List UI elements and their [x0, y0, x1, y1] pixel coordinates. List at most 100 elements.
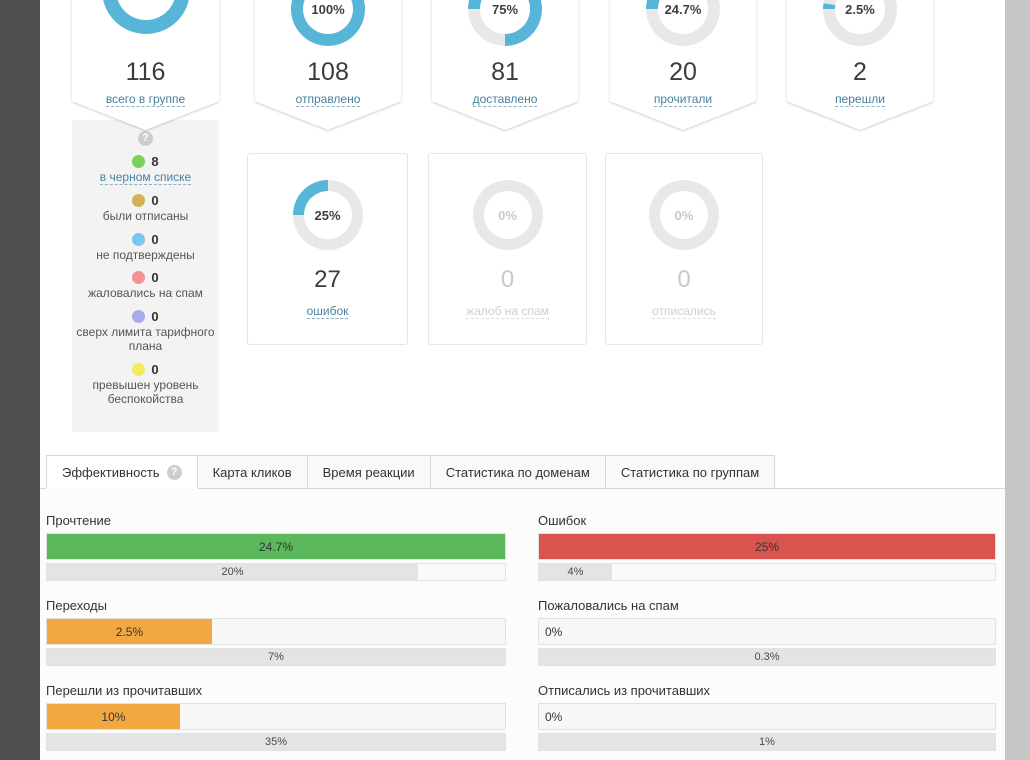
donut-chart-clicked: 2.5%: [823, 0, 897, 46]
stat-link-sent[interactable]: отправлено: [295, 92, 361, 107]
donut-chart-sent: 100%: [291, 0, 365, 46]
stat-card-read: 24.7% 20 прочитали: [610, 0, 756, 130]
metric-avg-bar: 20%: [46, 563, 506, 581]
legend-label: превышен уровень беспокойства: [92, 377, 199, 406]
tab-label: Статистика по группам: [620, 464, 760, 480]
legend-item: 8 в черном списке: [72, 154, 219, 185]
metric-main-value: 10%: [101, 709, 126, 724]
donut-chart-total: [101, 0, 190, 34]
stat-value: 81: [491, 58, 519, 86]
legend-label: жаловались на спам: [88, 286, 203, 301]
metric-label: Отписались из прочитавших: [538, 683, 711, 698]
metric-main-bar: 0%: [538, 618, 996, 645]
donut-percent: 75%: [491, 1, 519, 17]
donut-chart-unsubscribed: 0%: [649, 180, 719, 250]
card-spam-complaints: 0% 0 жалоб на спам: [428, 153, 587, 345]
tab-click-map[interactable]: Карта кликов: [196, 455, 308, 489]
metric-avg-fill: 1%: [539, 734, 995, 750]
stat-value: 116: [125, 58, 166, 86]
card-unsubscribed: 0% 0 отписались: [605, 153, 763, 345]
metric-avg-value: 35%: [264, 736, 288, 748]
stat-card-clicked: 2.5% 2 перешли: [787, 0, 933, 130]
legend-value: 0: [151, 192, 159, 208]
legend-dot-blue: [132, 232, 146, 246]
metric-avg-value: 1%: [759, 736, 775, 748]
stat-link-clicked[interactable]: перешли: [835, 92, 885, 107]
metric-avg-value: 7%: [268, 651, 284, 663]
tab-domain-stats[interactable]: Статистика по доменам: [429, 455, 606, 489]
stat-value: 0: [677, 266, 691, 293]
help-icon[interactable]: ?: [138, 131, 153, 146]
metric-main-bar: 2.5%: [46, 618, 506, 645]
effectiveness-left-column: Прочтение 24.7% 20% Переходы 2.5% 7% Пер…: [46, 513, 506, 760]
tab-label: Время реакции: [322, 464, 415, 480]
metric-spam-complaints: Пожаловались на спам 0% 0.3%: [538, 598, 996, 666]
tab-group-stats[interactable]: Статистика по группам: [604, 455, 776, 489]
metric-avg-fill: 7%: [47, 649, 505, 665]
metric-unsubscribed-from-read: Отписались из прочитавших 0% 1%: [538, 683, 996, 751]
metric-main-value: 2.5%: [115, 624, 144, 639]
legend-item: 0 не подтверждены: [72, 232, 219, 263]
donut-chart-read: 24.7%: [646, 0, 720, 46]
left-edge-strip: [0, 0, 40, 760]
metric-avg-bar: 35%: [46, 733, 506, 751]
metric-avg-value: 4%: [567, 566, 584, 578]
metric-label: Ошибок: [538, 513, 587, 528]
help-icon[interactable]: ?: [166, 464, 182, 480]
metric-avg-fill: 4%: [539, 564, 612, 580]
stat-link-read[interactable]: прочитали: [653, 92, 713, 107]
donut-chart-errors: 25%: [292, 180, 363, 250]
legend-value: 0: [151, 361, 159, 377]
metric-avg-fill: 35%: [47, 734, 505, 750]
stat-card-delivered: 75% 81 доставлено: [432, 0, 578, 130]
stat-value: 27: [314, 266, 341, 293]
metric-avg-bar: 1%: [538, 733, 996, 751]
stat-link-errors[interactable]: ошибок: [306, 304, 349, 319]
stat-card-sent: 100% 108 отправлено: [255, 0, 401, 130]
metric-main-value: 25%: [754, 539, 780, 554]
legend-item: 0 жаловались на спам: [72, 270, 219, 301]
tab-label: Статистика по доменам: [445, 464, 590, 480]
metric-main-bar: 0%: [538, 703, 996, 730]
metric-main-value: 24.7%: [258, 539, 294, 554]
legend-dot-salmon: [132, 271, 146, 285]
tab-label: Карта кликов: [212, 464, 292, 480]
stat-link-delivered[interactable]: доставлено: [472, 92, 538, 107]
metric-main-value: 0%: [545, 624, 563, 639]
metric-label: Прочтение: [46, 513, 111, 528]
legend-value: 0: [151, 309, 159, 325]
donut-percent: 0%: [674, 207, 694, 223]
metric-main-fill: 25%: [539, 534, 995, 559]
stat-link-spam[interactable]: жалоб на спам: [466, 304, 549, 319]
metric-avg-bar: 4%: [538, 563, 996, 581]
stat-value: 108: [307, 58, 349, 86]
metric-label: Переходы: [46, 598, 107, 613]
metric-main-fill: 10%: [47, 704, 180, 729]
metric-avg-fill: 0.3%: [539, 649, 995, 665]
blacklist-panel: ? 8 в черном списке 0 были отписаны 0 не…: [72, 120, 219, 432]
tab-effectiveness[interactable]: Эффективность?: [46, 455, 198, 489]
stat-card-total: 116 всего в группе: [72, 0, 219, 130]
legend-dot-yellow: [132, 362, 146, 376]
legend-item: 0 были отписаны: [72, 193, 219, 224]
metric-avg-fill: 20%: [47, 564, 418, 580]
metric-main-fill: 24.7%: [47, 534, 505, 559]
legend-dot-olive: [132, 193, 146, 207]
metric-main-bar: 24.7%: [46, 533, 506, 560]
tab-bar: Эффективность? Карта кликов Время реакци…: [46, 455, 776, 489]
metric-avg-value: 20%: [221, 566, 244, 578]
tab-reaction-time[interactable]: Время реакции: [306, 455, 431, 489]
stat-link-total[interactable]: всего в группе: [105, 92, 186, 107]
card-errors: 25% 27 ошибок: [247, 153, 408, 345]
legend-value: 0: [151, 270, 159, 286]
blacklist-link[interactable]: в черном списке: [99, 170, 192, 185]
donut-chart-spam: 0%: [472, 180, 543, 250]
right-edge-strip: [1005, 0, 1030, 760]
donut-percent: 24.7%: [664, 1, 702, 17]
legend-label: сверх лимита тарифного плана: [76, 325, 215, 353]
effectiveness-right-column: Ошибок 25% 4% Пожаловались на спам 0% 0.…: [538, 513, 996, 760]
stat-link-unsubscribed[interactable]: отписались: [652, 304, 716, 319]
legend-item: 0 превышен уровень беспокойства: [72, 362, 219, 407]
legend-dot-lavender: [132, 310, 146, 324]
